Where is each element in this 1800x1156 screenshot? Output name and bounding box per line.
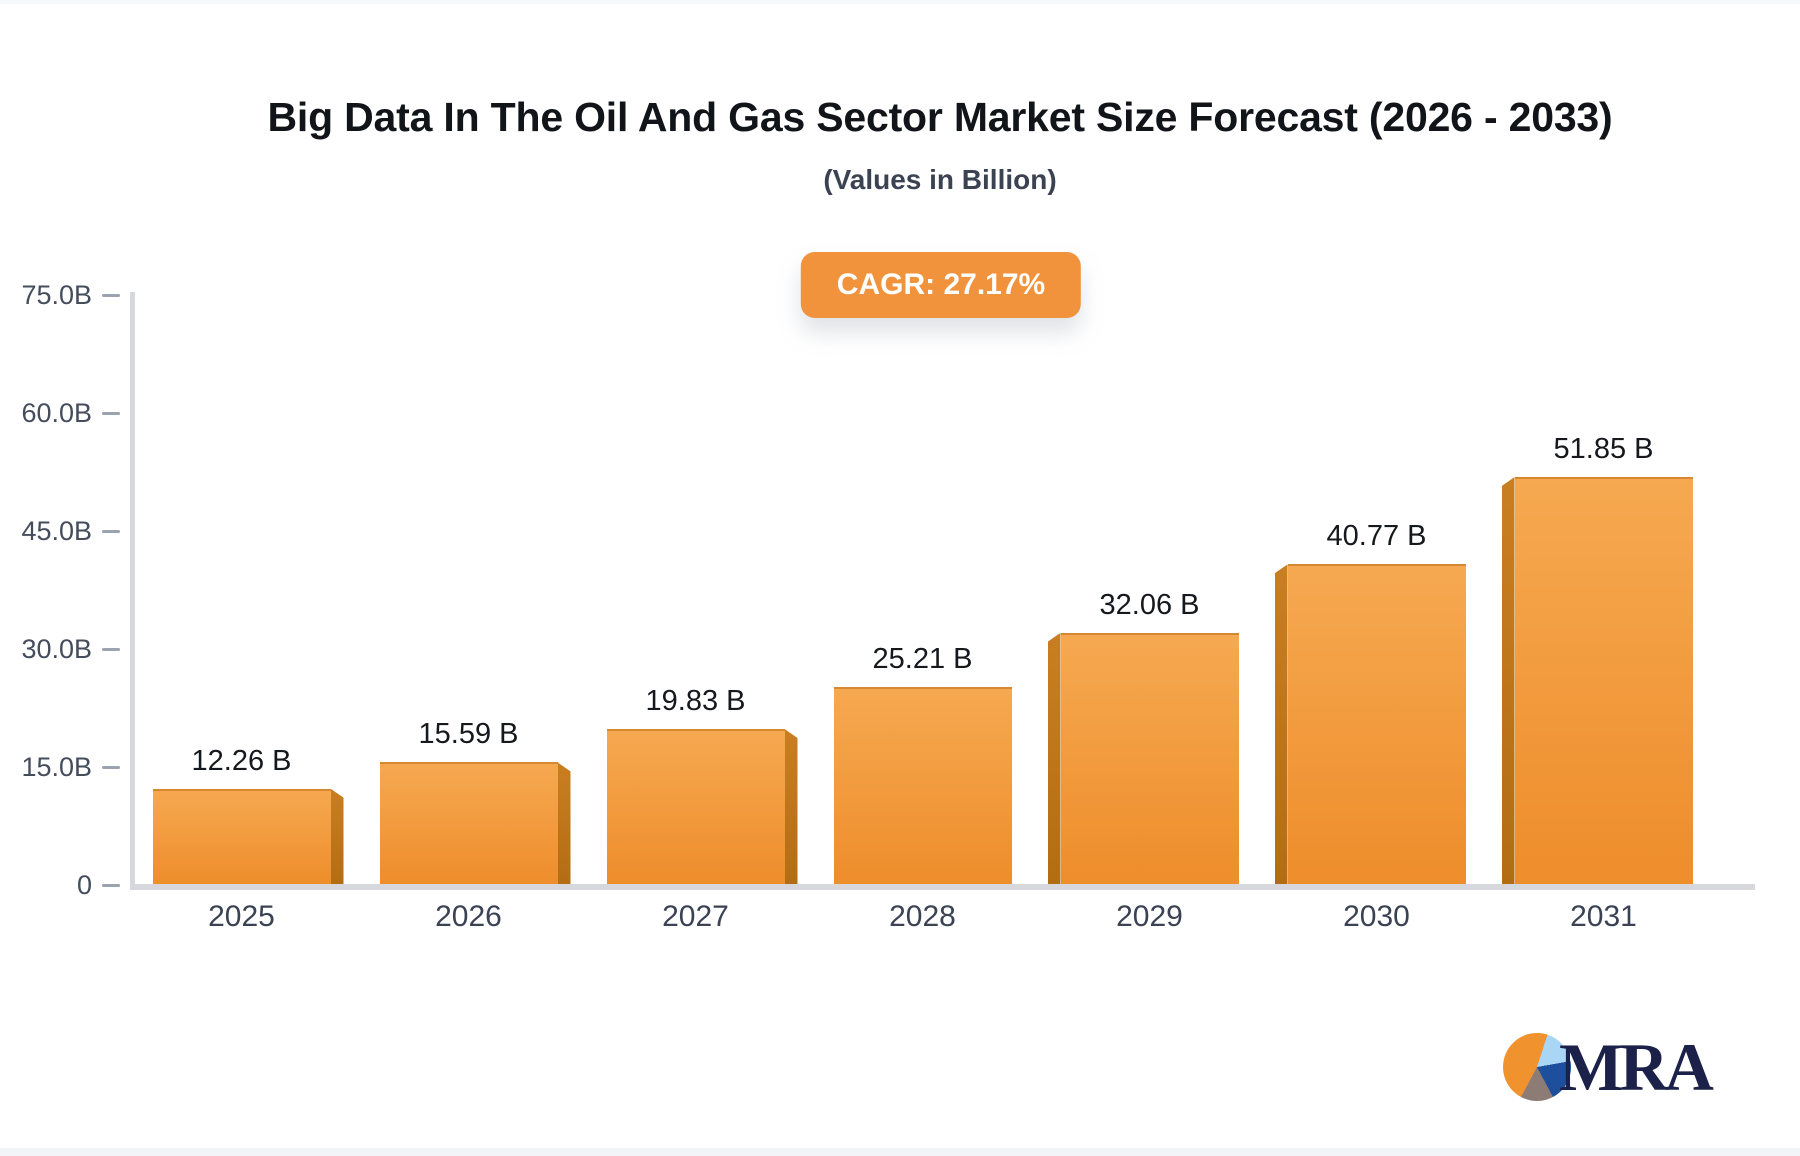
x-tick-label: 2030: [1343, 900, 1410, 933]
bar-slot-2029: 32.06 B 2029: [1036, 295, 1263, 933]
bar-value-label: 25.21 B: [872, 642, 973, 675]
bar-3d-side: [330, 788, 344, 885]
y-tick: 30.0B: [0, 634, 124, 664]
bar-face[interactable]: [1060, 632, 1239, 885]
y-tick-label: 75.0B: [21, 280, 92, 310]
y-tick-label: 30.0B: [21, 634, 92, 664]
bar-face[interactable]: [379, 762, 558, 885]
bar-3d-side: [557, 762, 571, 885]
bar-face[interactable]: [1287, 564, 1466, 885]
y-tick: 0: [0, 870, 124, 900]
chart-header: Big Data In The Oil And Gas Sector Marke…: [90, 0, 1790, 196]
bar-slot-2026: 15.59 B 2026: [355, 295, 582, 933]
y-tick: 45.0B: [0, 516, 124, 546]
y-tick: 15.0B: [0, 752, 124, 782]
y-tick-label: 45.0B: [21, 516, 92, 546]
tick-dash: [102, 884, 120, 887]
y-axis-line: [130, 292, 135, 884]
y-tick: 75.0B: [0, 280, 124, 310]
x-tick-label: 2025: [208, 900, 275, 933]
bar-slot-2028: 25.21 B 2028: [809, 295, 1036, 933]
bar-face[interactable]: [833, 686, 1012, 885]
chart-title: Big Data In The Oil And Gas Sector Marke…: [267, 94, 1613, 140]
top-edge-strip: [0, 0, 1800, 4]
y-tick-label: 15.0B: [21, 752, 92, 782]
bars-area: 12.26 B 2025 15.59 B 2026 19.83 B 2027: [128, 295, 1717, 933]
logo-text: MRA: [1559, 1029, 1714, 1105]
tick-dash: [102, 412, 120, 415]
pie-chart-icon: [1503, 1033, 1571, 1101]
x-tick-label: 2031: [1570, 900, 1637, 933]
bar-face[interactable]: [152, 788, 331, 885]
tick-dash: [102, 530, 120, 533]
cagr-badge: CAGR: 27.17%: [800, 252, 1082, 318]
bar-3d-side: [1274, 564, 1288, 885]
y-tick-label: 60.0B: [21, 398, 92, 428]
tick-dash: [102, 294, 120, 297]
bar-3d-side: [784, 729, 798, 885]
y-tick-label: 0: [76, 870, 92, 900]
bar-slot-2030: 40.77 B 2030: [1263, 295, 1490, 933]
bar-face[interactable]: [1514, 477, 1693, 885]
tick-dash: [102, 648, 120, 651]
x-tick-label: 2026: [435, 900, 502, 933]
bar-value-label: 40.77 B: [1326, 520, 1427, 553]
bar-value-label: 12.26 B: [191, 744, 292, 777]
bar-slot-2031: 51.85 B 2031: [1490, 295, 1717, 933]
bar-slot-2027: 19.83 B 2027: [582, 295, 809, 933]
x-tick-label: 2028: [889, 900, 956, 933]
bar-value-label: 32.06 B: [1099, 588, 1200, 621]
bar-face[interactable]: [606, 729, 785, 885]
bar-value-label: 15.59 B: [418, 718, 519, 751]
bar-slot-2025: 12.26 B 2025: [128, 295, 355, 933]
bar-value-label: 19.83 B: [645, 685, 746, 717]
bottom-edge-strip: [0, 1148, 1800, 1156]
x-tick-label: 2029: [1116, 900, 1183, 933]
x-tick-label: 2027: [662, 900, 729, 933]
bar-3d-side: [1501, 477, 1515, 885]
y-tick: 60.0B: [0, 398, 124, 428]
x-axis-line: [130, 884, 1755, 890]
chart-subtitle: (Values in Billion): [823, 164, 1057, 195]
bar-3d-side: [1047, 632, 1061, 885]
mra-logo: MRA: [1503, 1029, 1714, 1105]
bar-value-label: 51.85 B: [1553, 433, 1654, 466]
tick-dash: [102, 766, 120, 769]
